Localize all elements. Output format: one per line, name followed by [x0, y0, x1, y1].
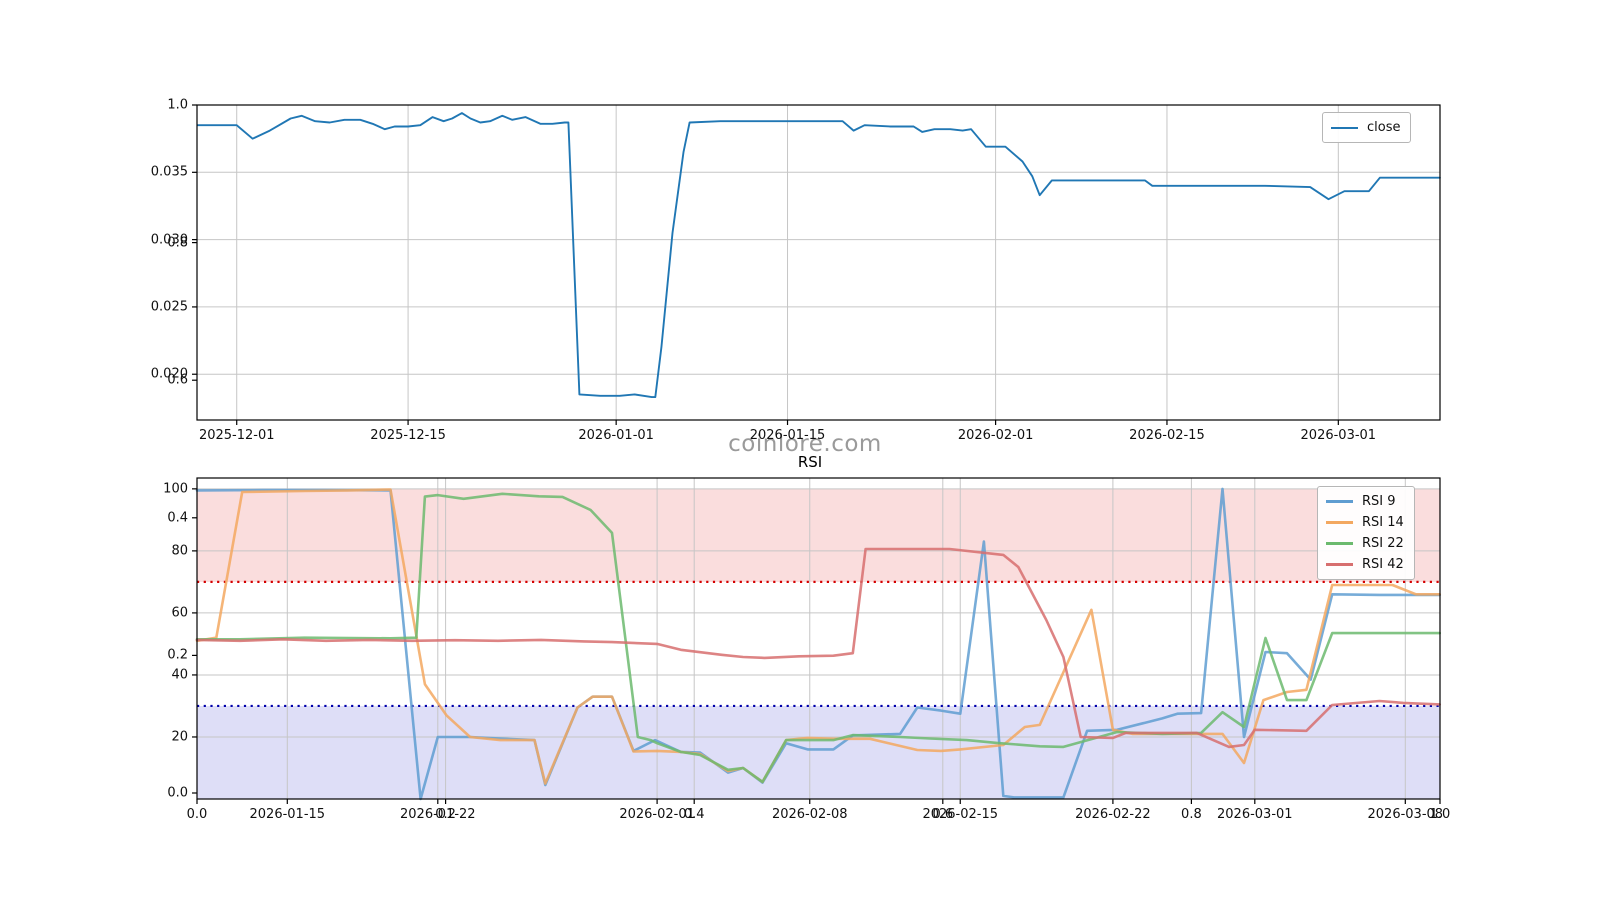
legend-label-rsi14: RSI 14	[1362, 515, 1404, 530]
overlay-ytick-label: 0.6	[167, 372, 188, 388]
legend-label-rsi22: RSI 22	[1362, 536, 1404, 551]
rsi-chart-legend: RSI 9 RSI 14 RSI 22 RSI 42	[1317, 486, 1415, 580]
price-xtick-label: 2026-03-01	[1300, 428, 1377, 443]
close-line-swatch	[1331, 126, 1358, 129]
rsi-ytick-label: 20	[171, 729, 188, 745]
overlay-xtick-label: 0.8	[1181, 807, 1202, 822]
overlay-xtick-label: 1.0	[1429, 807, 1451, 822]
price-xtick-label: 2026-01-01	[578, 428, 654, 443]
rsi9-line-swatch	[1326, 500, 1353, 503]
rsi22-line-swatch	[1326, 542, 1353, 545]
price-ytick-label: 0.025	[150, 299, 188, 315]
price-xtick-label: 2026-02-01	[957, 428, 1034, 443]
price-ytick-label: 0.020	[150, 366, 188, 382]
legend-row-rsi22: RSI 22	[1326, 533, 1404, 554]
legend-label-rsi42: RSI 42	[1362, 557, 1404, 572]
price-xtick-label: 2026-01-15	[749, 428, 826, 443]
rsi-line-rsi-42	[195, 547, 1441, 749]
rsi-chart-title: RSI	[797, 453, 823, 471]
oversold-zone-band	[197, 705, 1440, 799]
overlay-ytick-label: 0.8	[167, 235, 188, 251]
close-line	[196, 112, 1441, 399]
rsi-xtick-label: 2026-02-01	[619, 807, 695, 822]
overlay-xtick-label: 0.2	[435, 807, 456, 822]
legend-label-rsi9: RSI 9	[1362, 494, 1396, 509]
overlay-ytick-label: 0.4	[167, 510, 188, 526]
watermark: coinlore.com	[728, 431, 882, 457]
price-chart-legend: close	[1322, 112, 1412, 143]
price-ytick-label: 0.035	[150, 164, 188, 180]
rsi14-line-swatch	[1326, 521, 1353, 524]
overlay-ytick-label: 0.0	[167, 785, 188, 801]
rsi-ytick-label: 60	[171, 605, 188, 621]
price-xtick-label: 2025-12-15	[370, 428, 446, 443]
overlay-xtick-label: 0.6	[932, 807, 954, 822]
rsi-xtick-label: 2026-03-01	[1217, 807, 1293, 822]
rsi-chart-frame	[196, 477, 1441, 800]
legend-row-rsi14: RSI 14	[1326, 512, 1404, 533]
overlay-ytick-label: 0.2	[167, 647, 188, 663]
overlay-xtick-label: 0.0	[186, 807, 208, 822]
legend-row-rsi9: RSI 9	[1326, 491, 1404, 512]
overlay-xtick-label: 0.4	[683, 807, 705, 822]
rsi-xtick-label: 2026-02-08	[771, 807, 848, 822]
price-ytick-label: 0.030	[150, 232, 188, 248]
price-chart-frame	[196, 104, 1441, 421]
rsi-xtick-label: 2026-03-08	[1367, 807, 1444, 822]
rsi-ytick-label: 40	[171, 667, 188, 683]
legend-row-close: close	[1331, 117, 1400, 138]
rsi-xtick-label: 2026-02-22	[1075, 807, 1151, 822]
rsi-xtick-label: 2026-02-15	[922, 807, 999, 822]
price-xtick-label: 2026-02-15	[1129, 428, 1205, 443]
overbought-zone-band	[197, 488, 1440, 582]
rsi-xtick-label: 2026-01-15	[249, 807, 326, 822]
legend-label-close: close	[1367, 120, 1401, 135]
rsi-line-rsi-22	[195, 492, 1441, 784]
overlay-ytick-label: 1.0	[167, 97, 188, 113]
price-xtick-label: 2025-12-01	[198, 428, 275, 443]
rsi42-line-swatch	[1326, 563, 1353, 566]
rsi-xtick-label: 2026-01-22	[400, 807, 476, 822]
rsi-ytick-label: 80	[171, 543, 188, 559]
legend-row-rsi42: RSI 42	[1326, 554, 1404, 575]
rsi-ytick-label: 100	[163, 481, 188, 497]
